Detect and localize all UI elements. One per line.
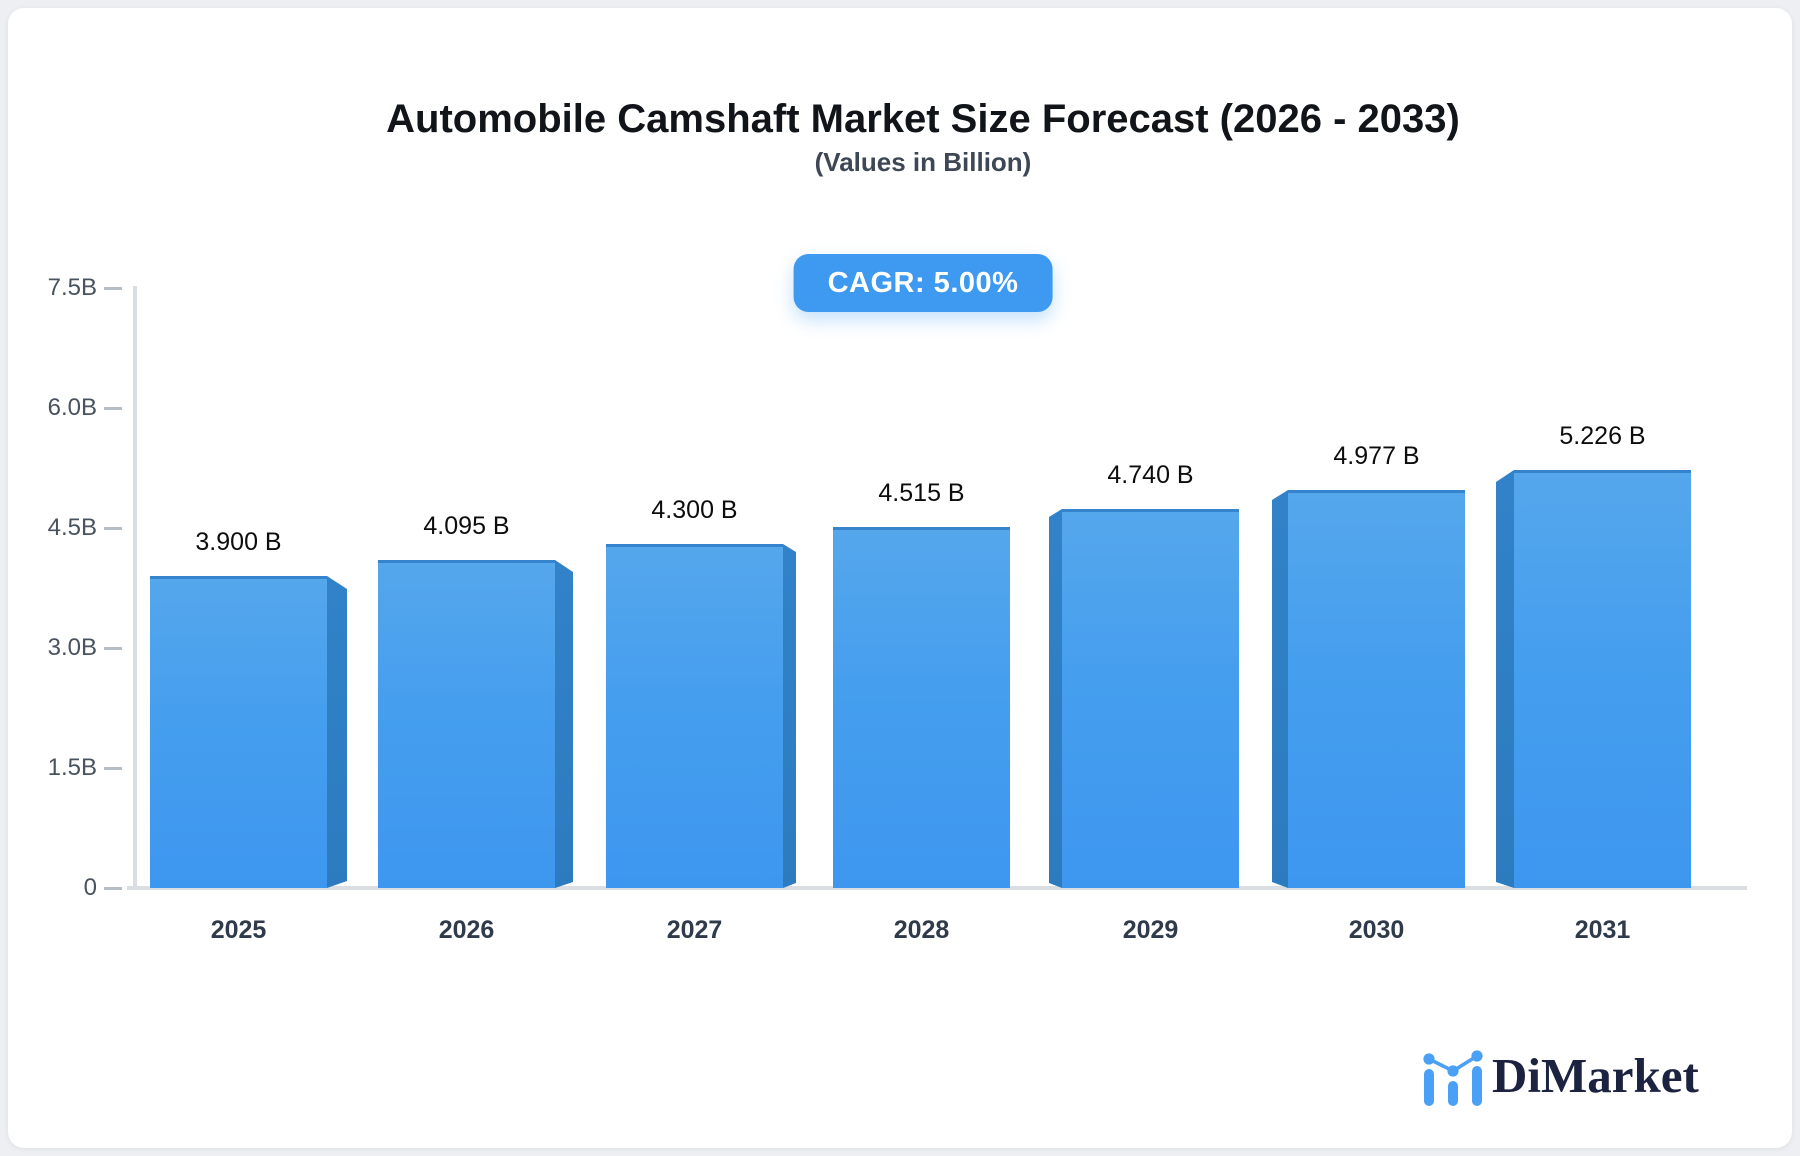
bar-2028 [833, 527, 1010, 888]
bar-value-label: 4.515 B [878, 479, 965, 507]
y-tick-dash [104, 526, 122, 530]
bar-2030 [1288, 490, 1465, 888]
x-tick-label: 2030 [1348, 916, 1405, 944]
x-tick-label: 2027 [666, 916, 723, 944]
bar-value-label: 3.900 B [195, 528, 282, 556]
x-tick-label: 2031 [1574, 916, 1631, 944]
x-tick-label: 2025 [210, 916, 267, 944]
bar-side-2031 [1496, 470, 1514, 888]
bar-2031 [1514, 470, 1691, 888]
bar-2027 [606, 544, 783, 888]
bar-value-label: 4.095 B [423, 512, 510, 540]
bar-2026 [378, 560, 555, 888]
y-tick-dash [104, 766, 122, 770]
y-tick-label: 4.5B [47, 514, 97, 541]
y-tick-dash [104, 886, 122, 890]
y-tick-dash [104, 406, 122, 410]
y-axis-line [133, 286, 137, 890]
bar-side-2027 [783, 544, 796, 888]
y-tick-label: 6.0B [47, 394, 97, 421]
chart-title: Automobile Camshaft Market Size Forecast… [386, 97, 1460, 141]
bar-side-2030 [1272, 490, 1288, 888]
bar-side-2025 [327, 576, 347, 888]
x-tick-label: 2026 [438, 916, 495, 944]
y-tick-dash [104, 646, 122, 650]
bar-2025 [150, 576, 327, 888]
bar-value-label: 4.300 B [651, 496, 738, 524]
x-tick-label: 2029 [1122, 916, 1179, 944]
x-axis-baseline [127, 886, 1747, 890]
brand-logo: DiMarket [1422, 1044, 1699, 1108]
y-tick-dash [104, 286, 122, 290]
y-tick-label: 0 [83, 874, 97, 901]
y-tick-label: 7.5B [47, 274, 97, 301]
brand-wordmark: DiMarket [1492, 1048, 1699, 1103]
bar-line-chart-icon [1423, 1050, 1483, 1106]
y-tick-label: 1.5B [47, 754, 97, 781]
cagr-badge: CAGR: 5.00% [793, 254, 1053, 312]
bar-side-2026 [555, 560, 573, 888]
bar-2029 [1062, 509, 1239, 888]
x-tick-label: 2028 [893, 916, 950, 944]
chart-subtitle: (Values in Billion) [814, 147, 1032, 177]
bar-value-label: 5.226 B [1559, 422, 1646, 450]
bar-side-2029 [1049, 509, 1062, 888]
bar-value-label: 4.977 B [1333, 442, 1420, 470]
bar-value-label: 4.740 B [1107, 461, 1194, 489]
y-tick-label: 3.0B [47, 634, 97, 661]
